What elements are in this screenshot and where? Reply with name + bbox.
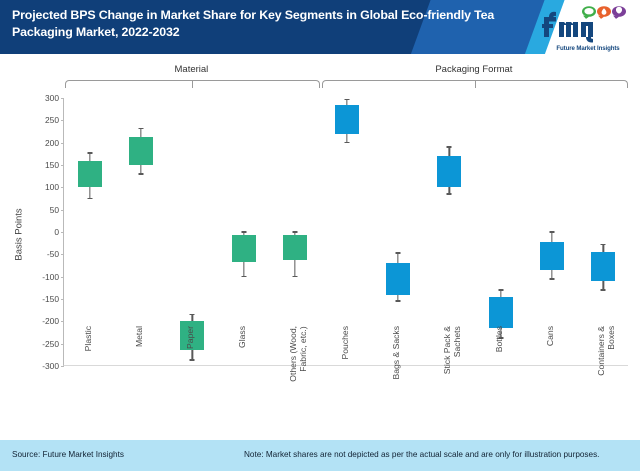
box-plot-item[interactable] bbox=[283, 98, 308, 365]
x-tick-label: Glass bbox=[236, 326, 247, 348]
y-tick-label: -250 bbox=[42, 338, 59, 349]
whisker-cap-high bbox=[446, 146, 452, 148]
group-brace bbox=[321, 80, 628, 88]
box-body[interactable] bbox=[180, 321, 205, 351]
whisker-cap-low bbox=[189, 359, 195, 361]
whisker-cap-low bbox=[600, 289, 606, 291]
box-body[interactable] bbox=[77, 160, 102, 188]
x-tick-label: Cans bbox=[544, 326, 555, 347]
box-plot-item[interactable] bbox=[129, 98, 154, 365]
x-tick-label: Plastic bbox=[82, 326, 93, 352]
y-tick-label: 200 bbox=[45, 137, 59, 148]
y-tick-mark bbox=[61, 299, 64, 300]
whisker-cap-high bbox=[189, 313, 195, 316]
y-tick-mark bbox=[61, 254, 64, 256]
y-tick-label: -100 bbox=[42, 271, 59, 282]
x-tick-label: Paper bbox=[185, 326, 196, 349]
y-tick-label: 150 bbox=[45, 160, 59, 170]
whisker-cap-low bbox=[549, 278, 555, 280]
y-tick-mark bbox=[61, 321, 64, 323]
whisker-cap-low bbox=[241, 275, 247, 278]
y-tick-label: -200 bbox=[42, 316, 59, 327]
plot-area: 300 250 200 150 100 50 0 -50 -100 -150 -200 -250 -30… bbox=[42, 93, 628, 371]
y-tick-label: 0 bbox=[54, 227, 59, 237]
box-plot-item[interactable] bbox=[231, 98, 256, 365]
x-tick-label: Bottles bbox=[493, 326, 504, 353]
box-body[interactable] bbox=[334, 104, 359, 134]
y-tick-label: -300 bbox=[42, 361, 59, 371]
y-tick-label: 100 bbox=[45, 182, 59, 193]
box-body[interactable] bbox=[129, 136, 154, 165]
box-body[interactable] bbox=[539, 241, 564, 270]
box-body[interactable] bbox=[488, 296, 513, 329]
y-tick-mark bbox=[61, 187, 64, 189]
box-body[interactable] bbox=[283, 235, 308, 260]
chart-area: Basis Points Material Packaging Format 30… bbox=[0, 54, 640, 440]
box-plot-item[interactable] bbox=[539, 98, 564, 365]
source-text: Source: Future Market Insights bbox=[12, 450, 124, 459]
whisker-cap-low bbox=[446, 193, 452, 195]
box-plot-item[interactable] bbox=[591, 98, 616, 365]
whisker-cap-high bbox=[292, 231, 298, 233]
fmi-logo-mark bbox=[542, 6, 626, 43]
whisker-cap-high bbox=[549, 231, 555, 233]
page-title: Projected BPS Change in Market Share for… bbox=[12, 8, 495, 39]
y-tick-mark bbox=[61, 120, 64, 122]
whisker-cap-high bbox=[138, 127, 144, 130]
whisker-cap-low bbox=[138, 173, 144, 175]
x-tick-label: Stick Pack & Sachets bbox=[442, 326, 463, 375]
whisker-cap-low bbox=[344, 141, 349, 144]
y-tick-mark bbox=[61, 343, 64, 345]
whisker-cap-high bbox=[344, 98, 349, 101]
whisker-cap-high bbox=[498, 289, 504, 291]
whisker-cap-high bbox=[395, 252, 401, 254]
y-tick-mark bbox=[61, 142, 64, 144]
group-label: Material bbox=[174, 64, 209, 75]
x-tick-label: Containers & Boxes bbox=[596, 326, 617, 376]
box-body[interactable] bbox=[437, 156, 462, 188]
box-plot-item[interactable] bbox=[437, 98, 462, 365]
box-body[interactable] bbox=[231, 235, 256, 262]
y-tick-mark bbox=[61, 276, 64, 278]
whisker-cap-high bbox=[87, 152, 93, 154]
y-tick-mark bbox=[61, 232, 64, 233]
y-tick-label: 250 bbox=[45, 115, 59, 126]
y-tick-mark bbox=[61, 165, 64, 166]
header-banner: Projected BPS Change in Market Share for… bbox=[0, 0, 640, 54]
y-tick-mark bbox=[61, 366, 64, 367]
whisker-cap-high bbox=[241, 231, 247, 233]
box-body[interactable] bbox=[591, 252, 616, 282]
group-brace bbox=[65, 80, 320, 88]
whisker-cap-low bbox=[292, 275, 298, 278]
x-tick-label: Metal bbox=[134, 326, 145, 348]
fmi-logo: Future Market Insights bbox=[542, 4, 634, 52]
box-plot-item[interactable] bbox=[334, 98, 359, 365]
y-tick-mark bbox=[61, 209, 64, 211]
box-plot-item[interactable] bbox=[488, 98, 513, 365]
box-body[interactable] bbox=[385, 263, 410, 295]
box-plot-item[interactable] bbox=[385, 98, 410, 365]
x-tick-label: Bags & Sacks bbox=[390, 326, 401, 380]
footer-bar: Source: Future Market Insights Note: Mar… bbox=[0, 440, 640, 471]
box-plot-item[interactable] bbox=[180, 98, 205, 365]
group-label: Packaging Format bbox=[435, 64, 513, 75]
y-tick-label: 300 bbox=[45, 93, 59, 103]
whisker-cap-low bbox=[87, 197, 93, 200]
note-text: Note: Market shares are not depicted as … bbox=[244, 450, 600, 459]
y-tick-mark bbox=[61, 98, 64, 99]
x-tick-label: Others (Wood, Fabric, etc.) bbox=[288, 326, 309, 382]
box-plot-item[interactable] bbox=[77, 98, 102, 365]
y-tick-label: 50 bbox=[49, 204, 59, 215]
y-tick-label: -150 bbox=[42, 294, 59, 304]
y-tick-label: -50 bbox=[46, 249, 59, 260]
whisker-cap-low bbox=[395, 300, 401, 303]
fmi-logo-text: Future Market Insights bbox=[556, 45, 620, 52]
x-tick-label: Pouches bbox=[339, 326, 350, 360]
whisker-cap-low bbox=[498, 337, 504, 339]
whisker-cap-high bbox=[600, 243, 606, 246]
